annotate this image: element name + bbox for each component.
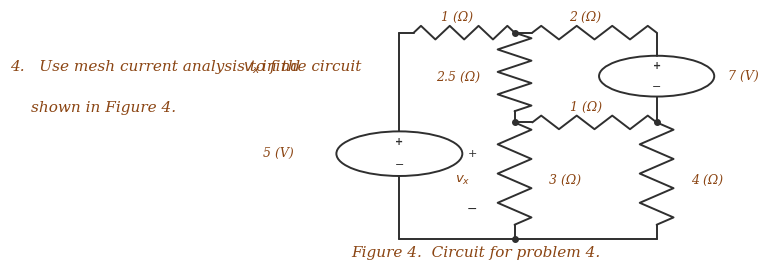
Text: 2 (Ω): 2 (Ω): [570, 11, 601, 24]
Text: in the circuit: in the circuit: [257, 60, 361, 74]
Text: +: +: [653, 61, 660, 70]
Text: $v_x$: $v_x$: [243, 60, 261, 76]
Text: 7 (V): 7 (V): [728, 70, 759, 83]
Text: $v_x$: $v_x$: [455, 174, 470, 187]
Text: 1 (Ω): 1 (Ω): [570, 101, 601, 114]
Text: shown in Figure 4.: shown in Figure 4.: [31, 101, 176, 115]
Text: 4 (Ω): 4 (Ω): [691, 174, 723, 187]
Text: 2.5 (Ω): 2.5 (Ω): [436, 71, 480, 84]
Text: −: −: [395, 160, 404, 170]
Text: 4.   Use mesh current analysis to find: 4. Use mesh current analysis to find: [10, 60, 305, 74]
Text: +: +: [396, 137, 403, 147]
Text: Figure 4.  Circuit for problem 4.: Figure 4. Circuit for problem 4.: [352, 246, 601, 260]
Text: +: +: [468, 149, 477, 159]
Text: −: −: [652, 82, 661, 92]
Text: 1 (Ω): 1 (Ω): [441, 11, 473, 24]
Text: 3 (Ω): 3 (Ω): [549, 174, 581, 187]
Text: −: −: [467, 203, 478, 216]
Text: 5 (V): 5 (V): [263, 147, 294, 160]
